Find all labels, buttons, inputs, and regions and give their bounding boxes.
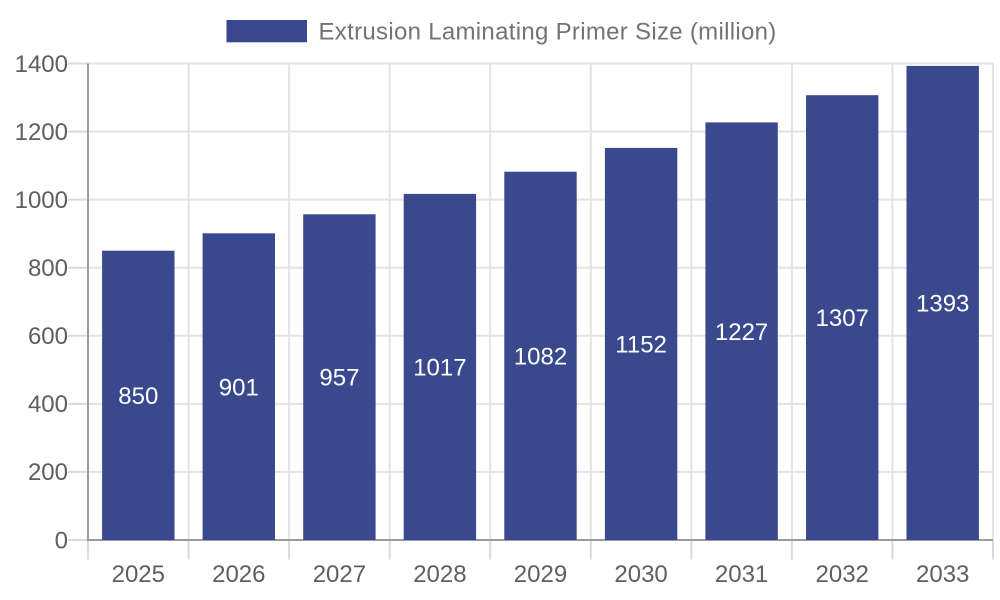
svg-text:600: 600	[28, 323, 68, 350]
svg-text:2026: 2026	[212, 561, 265, 588]
svg-text:1000: 1000	[15, 187, 68, 214]
svg-text:0: 0	[55, 527, 68, 554]
svg-text:2027: 2027	[313, 561, 366, 588]
svg-text:400: 400	[28, 391, 68, 418]
svg-text:1017: 1017	[413, 355, 466, 382]
svg-text:1200: 1200	[15, 119, 68, 146]
svg-text:2028: 2028	[413, 561, 466, 588]
svg-text:200: 200	[28, 459, 68, 486]
svg-text:2032: 2032	[816, 561, 869, 588]
svg-text:2025: 2025	[112, 561, 165, 588]
svg-text:1400: 1400	[15, 51, 68, 78]
svg-text:1307: 1307	[816, 305, 869, 332]
svg-text:Extrusion Laminating Primer Si: Extrusion Laminating Primer Size (millio…	[319, 19, 777, 46]
svg-text:1152: 1152	[615, 332, 667, 359]
svg-text:2030: 2030	[614, 561, 667, 588]
svg-text:957: 957	[319, 365, 359, 392]
svg-text:1393: 1393	[916, 291, 969, 318]
svg-text:1227: 1227	[715, 319, 768, 346]
svg-text:2033: 2033	[916, 561, 969, 588]
svg-text:2031: 2031	[715, 561, 768, 588]
svg-text:1082: 1082	[514, 344, 567, 371]
svg-text:800: 800	[28, 255, 68, 282]
svg-text:901: 901	[219, 374, 259, 401]
svg-text:2029: 2029	[514, 561, 567, 588]
svg-text:850: 850	[118, 383, 158, 410]
